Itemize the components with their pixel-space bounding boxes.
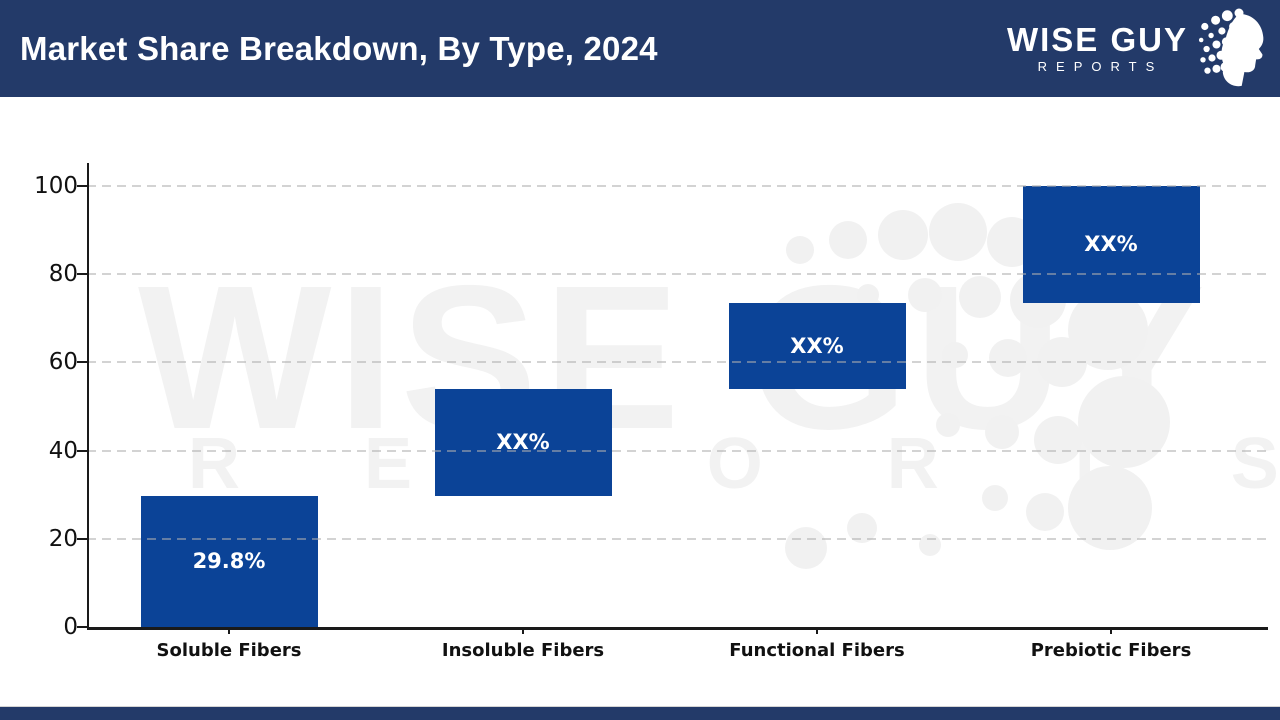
watermark-dot — [985, 415, 1019, 449]
y-tick-mark-80 — [77, 273, 87, 276]
logo-wordmark: WISE GUY — [1006, 20, 1188, 58]
gridline-100 — [87, 185, 1268, 187]
y-tick-label-0: 0 — [63, 614, 78, 640]
x-category-label-prebiotic-fibers: Prebiotic Fibers — [1030, 640, 1192, 661]
y-tick-label-60: 60 — [48, 349, 78, 376]
watermark-dot — [829, 221, 867, 259]
y-tick-mark-20 — [77, 537, 87, 540]
bar-prebiotic-fibers — [1022, 186, 1200, 303]
watermark-dot — [982, 485, 1008, 511]
watermark-dot — [1078, 376, 1170, 468]
y-tick-label-40: 40 — [48, 437, 78, 464]
bar-insoluble-fibers — [434, 388, 612, 496]
y-tick-mark-0 — [77, 626, 87, 628]
watermark-dot — [929, 203, 987, 261]
header-bar: Market Share Breakdown, By Type, 2024 WI… — [0, 0, 1280, 97]
y-tick-mark-40 — [77, 449, 87, 452]
bar-value-label-soluble-fibers: 29.8% — [192, 549, 266, 574]
footer-bar — [0, 706, 1280, 720]
bar-soluble-fibers — [140, 495, 318, 627]
x-tick-mark-soluble-fibers — [228, 627, 230, 634]
watermark-dot — [1034, 416, 1082, 464]
y-tick-mark-100 — [77, 185, 87, 187]
x-category-label-functional-fibers: Functional Fibers — [729, 640, 905, 661]
watermark-dot — [1068, 290, 1148, 370]
watermark-dot — [1026, 493, 1064, 531]
y-tick-label-80: 80 — [48, 261, 78, 288]
gridline-20 — [87, 537, 1268, 540]
logo-subtitle: REPORTS — [1037, 59, 1164, 75]
x-category-label-soluble-fibers: Soluble Fibers — [156, 640, 302, 661]
y-tick-mark-60 — [77, 361, 87, 364]
chart-title: Market Share Breakdown, By Type, 2024 — [20, 29, 658, 67]
logo-text: WISE GUY REPORTS — [1006, 20, 1188, 75]
gridline-60 — [87, 361, 1268, 364]
x-axis-line — [87, 627, 1268, 630]
x-tick-mark-prebiotic-fibers — [1110, 627, 1112, 634]
watermark-dot — [989, 339, 1027, 377]
watermark-dot — [908, 278, 942, 312]
bar-value-label-insoluble-fibers: XX% — [496, 430, 550, 455]
watermark-dot — [878, 210, 928, 260]
gridline-80 — [87, 273, 1268, 276]
y-tick-label-100: 100 — [34, 173, 78, 199]
gridline-40 — [87, 449, 1268, 452]
y-axis-line — [87, 163, 89, 630]
watermark-dot — [785, 527, 827, 569]
logo-head-icon — [1198, 8, 1264, 86]
watermark-dot — [1068, 466, 1152, 550]
y-tick-label-20: 20 — [48, 525, 78, 552]
watermark-dot — [786, 236, 814, 264]
wiseguy-logo: WISE GUY REPORTS — [1007, 0, 1266, 97]
watermark-dot — [942, 342, 968, 368]
x-category-label-insoluble-fibers: Insoluble Fibers — [441, 640, 605, 661]
bar-functional-fibers — [728, 302, 906, 389]
x-tick-mark-insoluble-fibers — [522, 627, 524, 634]
x-tick-mark-functional-fibers — [816, 627, 818, 634]
watermark-dot — [959, 276, 1001, 318]
bar-value-label-prebiotic-fibers: XX% — [1084, 232, 1138, 257]
watermark-dot — [857, 284, 879, 306]
bar-value-label-functional-fibers: XX% — [790, 333, 844, 358]
watermark-dot — [936, 413, 960, 437]
